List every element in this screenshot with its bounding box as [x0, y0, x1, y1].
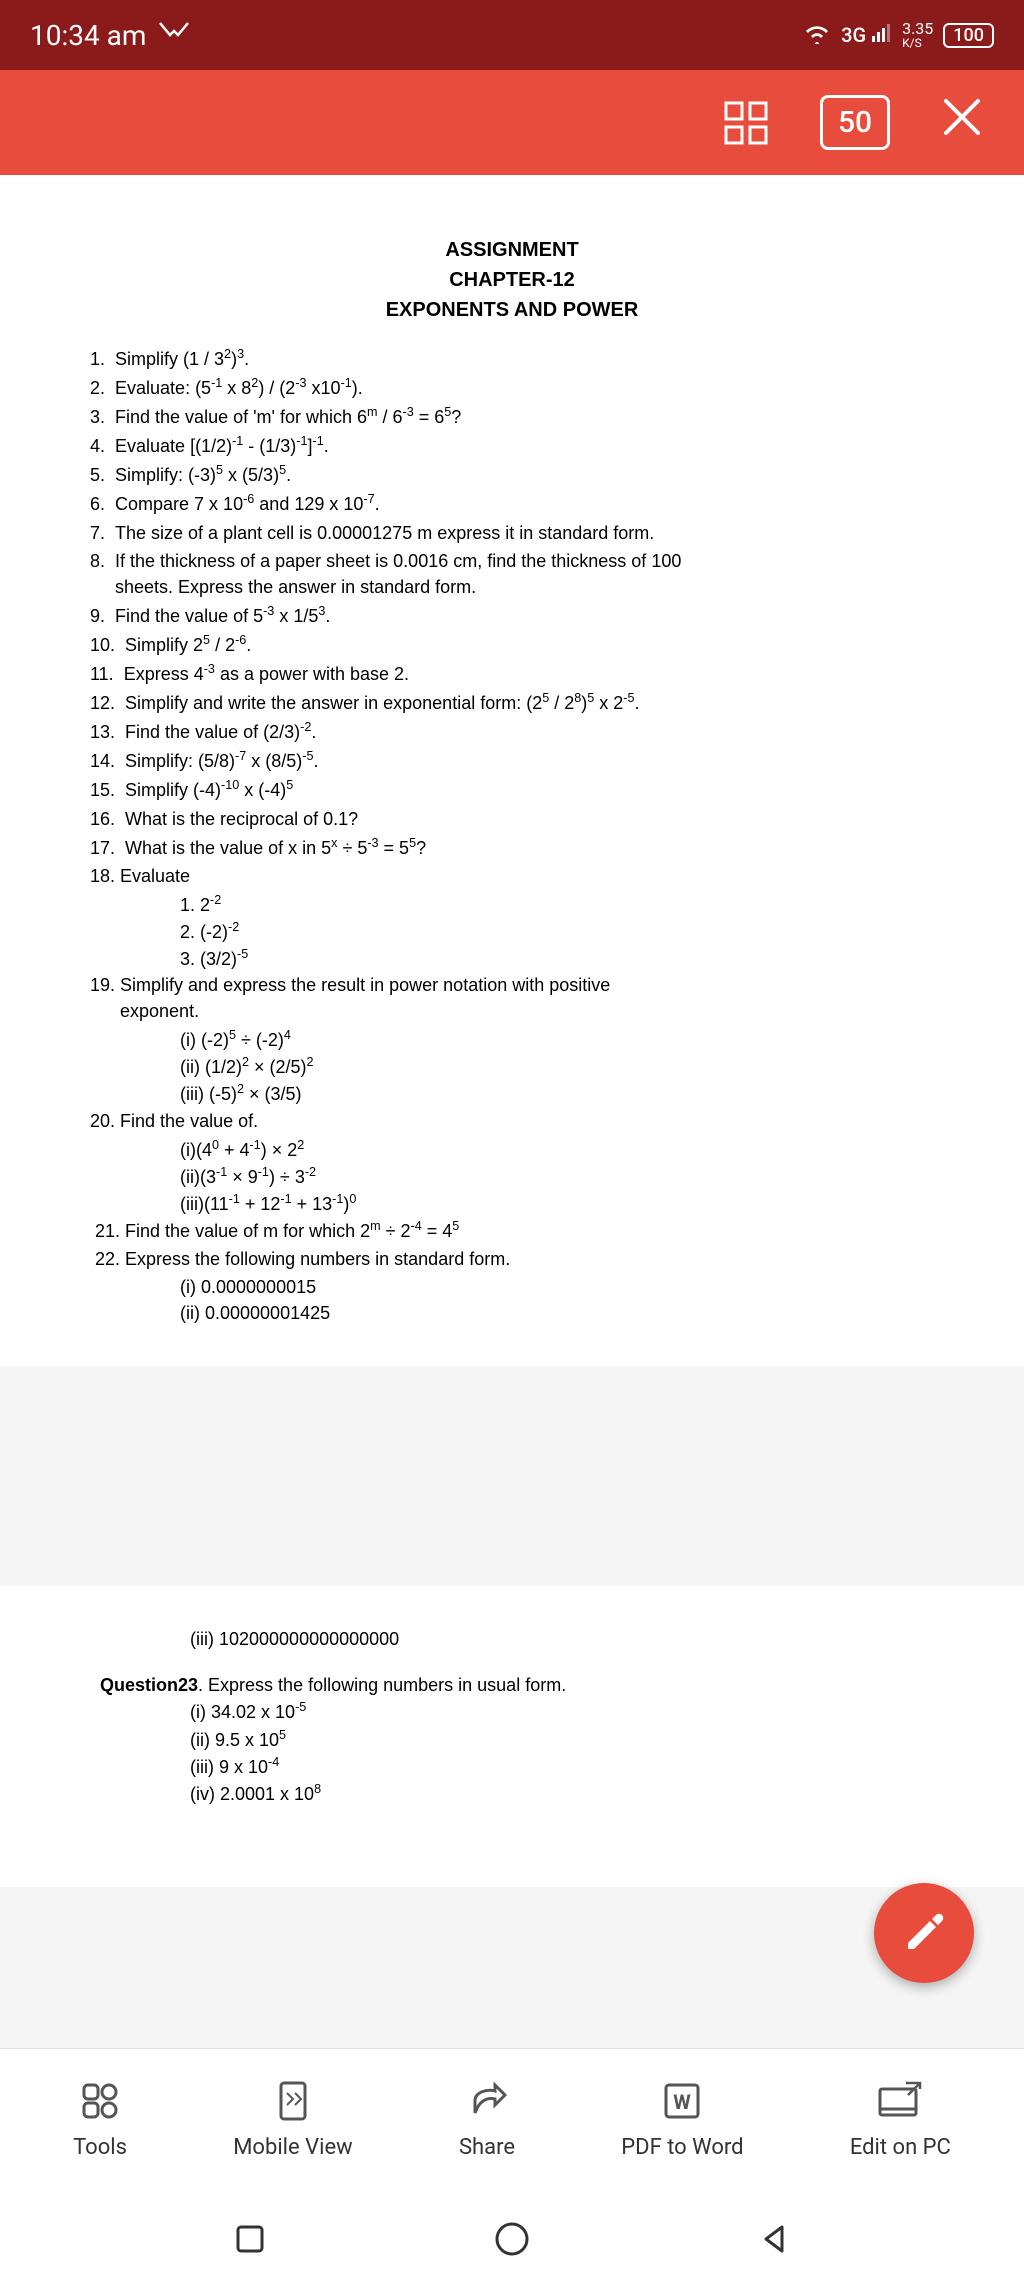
home-button[interactable] [492, 2219, 532, 2263]
document-page-2[interactable]: (iii) 102000000000000000Question23. Expr… [0, 1586, 1024, 1887]
edit-on-pc-icon [876, 2077, 924, 2125]
wifi-icon [803, 22, 831, 49]
speed-value: 3.35 [902, 21, 933, 37]
bottom-toolbar: Tools Mobile View Share W PDF to Word Ed… [0, 2048, 1024, 2188]
svg-text:W: W [674, 2090, 692, 2114]
tools-label: Tools [73, 2135, 127, 2160]
tools-button[interactable]: Tools [73, 2077, 127, 2160]
share-icon [465, 2077, 509, 2125]
network-group: 3G [841, 23, 892, 47]
network-type: 3G [841, 23, 866, 47]
edit-on-pc-button[interactable]: Edit on PC [850, 2077, 951, 2160]
grid-view-icon[interactable] [722, 99, 770, 147]
mobile-view-label: Mobile View [233, 2135, 353, 2160]
edit-fab-button[interactable] [874, 1883, 974, 1983]
back-button[interactable] [756, 2221, 792, 2261]
status-right: 3G 3.35 K/S 100 [803, 21, 994, 49]
speed-indicator: 3.35 K/S [902, 21, 933, 49]
recent-apps-button[interactable] [232, 2221, 268, 2261]
clock-time: 10:34 am [30, 19, 146, 52]
pdf-to-word-icon: W [660, 2077, 704, 2125]
signal-icon [872, 23, 892, 47]
share-button[interactable]: Share [459, 2077, 515, 2160]
page-gap [0, 1386, 1024, 1566]
document-page-1[interactable]: ASSIGNMENT CHAPTER-12 EXPONENTS AND POWE… [0, 175, 1024, 1366]
battery-indicator: 100 [943, 23, 994, 48]
document-body-2: (iii) 102000000000000000Question23. Expr… [50, 1626, 974, 1807]
app-toolbar: 50 [0, 70, 1024, 175]
title-line-1: ASSIGNMENT [40, 235, 984, 265]
page-count: 50 [838, 105, 872, 140]
pencil-icon [902, 1911, 946, 1955]
document-title: ASSIGNMENT CHAPTER-12 EXPONENTS AND POWE… [40, 235, 984, 325]
page-count-badge[interactable]: 50 [820, 95, 890, 150]
system-nav-bar [0, 2188, 1024, 2293]
status-bar: 10:34 am 3G 3.35 K/S 100 [0, 0, 1024, 70]
speed-unit: K/S [902, 37, 933, 49]
tools-icon [78, 2077, 122, 2125]
pdf-to-word-label: PDF to Word [621, 2135, 743, 2160]
pdf-to-word-button[interactable]: W PDF to Word [621, 2077, 743, 2160]
title-line-2: CHAPTER-12 [40, 265, 984, 295]
mobile-view-icon [273, 2077, 313, 2125]
title-line-3: EXPONENTS AND POWER [40, 295, 984, 325]
mobile-view-button[interactable]: Mobile View [233, 2077, 353, 2160]
share-label: Share [459, 2135, 515, 2160]
mail-icon [158, 19, 190, 52]
close-icon[interactable] [940, 94, 984, 151]
edit-on-pc-label: Edit on PC [850, 2135, 951, 2160]
document-body: 1. Simplify (1 / 32)3.2. Evaluate: (5-1 … [40, 345, 984, 1326]
status-left: 10:34 am [30, 19, 190, 52]
